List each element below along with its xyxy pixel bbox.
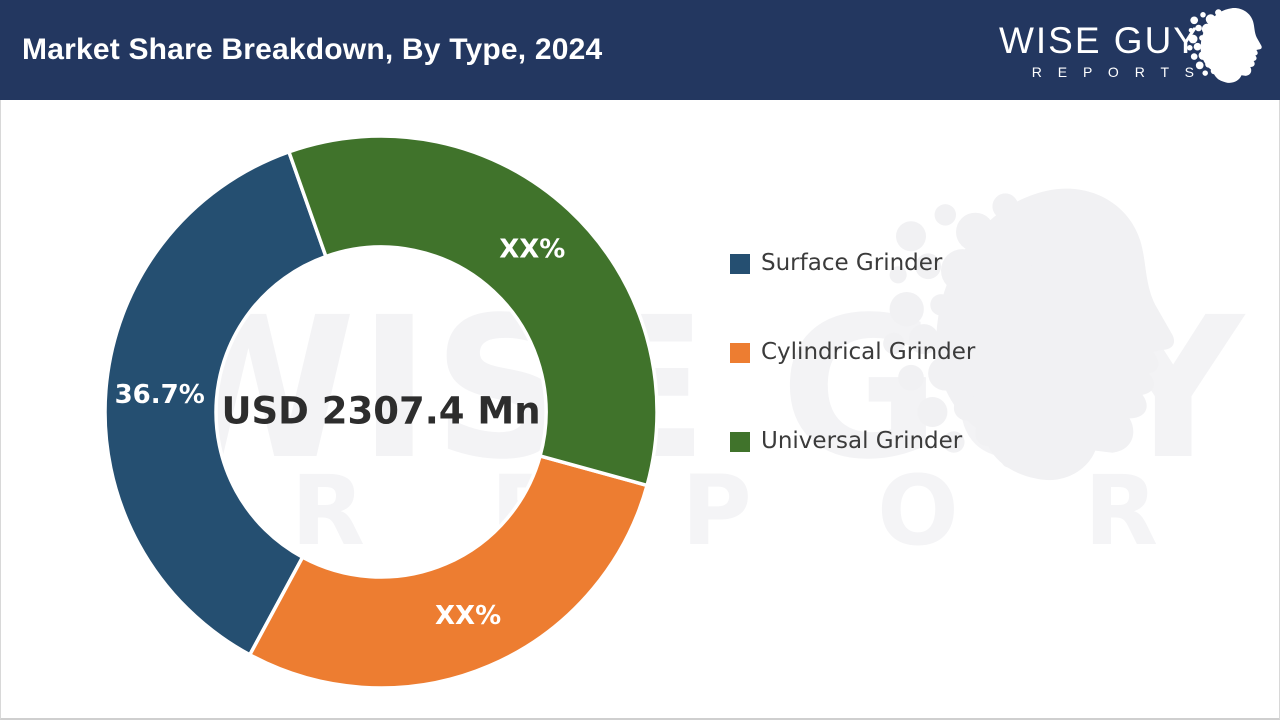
legend-label: Surface Grinder	[761, 250, 943, 276]
legend: Surface Grinder Cylindrical Grinder Univ…	[730, 250, 975, 455]
wise-guy-logo: WISE GUY R E P O R T S	[999, 6, 1264, 94]
donut-slice-surface-grinder	[103, 150, 328, 657]
slice-label-cylindrical-grinder: XX%	[435, 601, 501, 631]
page-title: Market Share Breakdown, By Type, 2024	[22, 33, 603, 66]
legend-item-cylindrical-grinder: Cylindrical Grinder	[730, 339, 975, 366]
slice-label-surface-grinder: 36.7%	[115, 380, 205, 410]
legend-swatch-surface-grinder	[730, 253, 750, 274]
donut-slice-cylindrical-grinder	[248, 454, 649, 690]
legend-item-universal-grinder: Universal Grinder	[730, 428, 975, 455]
donut-center-value: USD 2307.4 Mn	[221, 389, 541, 433]
slice-label-universal-grinder: XX%	[499, 235, 565, 265]
chart-area: WISE GUY R E P O R T S 36.7%XX%XX% USD 2…	[0, 100, 1280, 720]
legend-item-surface-grinder: Surface Grinder	[730, 250, 975, 277]
donut-chart: 36.7% XX% XX%	[103, 134, 659, 690]
logo-subtitle: R E P O R T S	[1031, 64, 1200, 80]
logo-name: WISE GUY	[998, 20, 1200, 61]
legend-label: Universal Grinder	[761, 428, 963, 454]
legend-label: Cylindrical Grinder	[761, 339, 976, 365]
logo-face-icon	[1186, 6, 1264, 94]
donut-slice-universal-grinder	[287, 134, 659, 488]
header-bar: Market Share Breakdown, By Type, 2024 WI…	[0, 0, 1280, 100]
legend-swatch-cylindrical-grinder	[730, 342, 750, 363]
legend-swatch-universal-grinder	[730, 431, 750, 452]
